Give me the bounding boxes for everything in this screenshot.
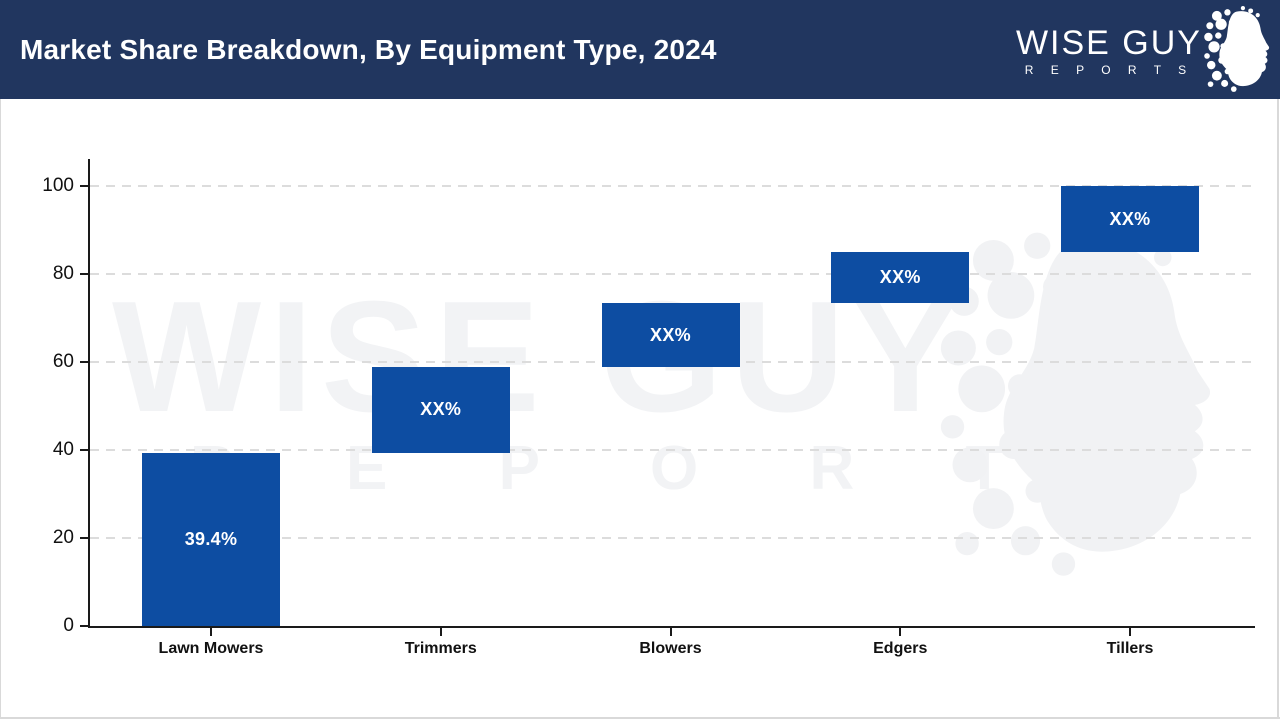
x-tick-mark-blowers (669, 628, 672, 636)
logo-face-icon (1204, 6, 1270, 92)
frame-border-bottom (0, 717, 1280, 719)
frame-border-right (1277, 99, 1279, 718)
watermark-face-icon (940, 219, 1211, 576)
bar-value-label-edgers: XX% (879, 267, 921, 288)
header-band: Market Share Breakdown, By Equipment Typ… (0, 0, 1280, 99)
logo-subtitle: R E P O R T S (1024, 62, 1194, 77)
bar-blowers: XX% (601, 303, 740, 368)
bar-value-label-trimmers: XX% (420, 399, 462, 420)
watermark-text-line1: WISE GUY (112, 269, 967, 445)
logo-text: WISE GUY R E P O R T S (1016, 24, 1202, 77)
y-tick-label-40: 40 (52, 439, 74, 460)
bar-value-label-lawn-mowers: 39.4% (184, 528, 238, 549)
y-tick-label-20: 20 (52, 527, 74, 548)
bar-value-label-blowers: XX% (650, 324, 691, 345)
y-tick-mark-60 (80, 361, 88, 363)
bar-value-label-tillers: XX% (1109, 208, 1151, 229)
y-tick-label-100: 100 (42, 175, 74, 196)
bar-trimmers: XX% (371, 367, 510, 453)
logo-wordmark: WISE GUY (1015, 23, 1202, 62)
x-tick-label-blowers: Blowers (639, 640, 702, 657)
x-tick-mark-lawn-mowers (210, 628, 212, 636)
bar-edgers: XX% (831, 252, 970, 304)
bar-lawn-mowers: 39.4% (142, 452, 280, 626)
x-tick-label-edgers: Edgers (873, 640, 928, 657)
wise-guy-reports-logo: WISE GUY R E P O R T S (1016, 4, 1274, 96)
frame-border-left (0, 99, 1, 718)
y-tick-mark-100 (80, 185, 88, 187)
x-tick-label-trimmers: Trimmers (404, 640, 477, 657)
x-tick-mark-tillers (1129, 628, 1131, 636)
gridline-40 (90, 449, 1254, 451)
y-tick-mark-40 (80, 449, 88, 451)
gridline-20 (90, 537, 1254, 539)
x-tick-label-lawn-mowers: Lawn Mowers (158, 640, 264, 657)
gridline-100 (90, 185, 1254, 187)
y-tick-label-80: 80 (52, 263, 74, 284)
x-tick-label-tillers: Tillers (1106, 640, 1154, 657)
x-axis-line (89, 626, 1255, 628)
y-tick-label-60: 60 (52, 351, 74, 372)
x-tick-mark-trimmers (439, 628, 442, 636)
gridline-80 (90, 273, 1254, 275)
y-tick-mark-0 (80, 625, 88, 627)
bar-tillers: XX% (1061, 186, 1199, 253)
y-tick-label-0: 0 (63, 615, 74, 636)
y-tick-mark-20 (80, 537, 88, 539)
page-title: Market Share Breakdown, By Equipment Typ… (20, 33, 717, 65)
y-axis-line (88, 159, 90, 628)
x-tick-mark-edgers (899, 628, 902, 636)
y-tick-mark-80 (80, 273, 88, 275)
